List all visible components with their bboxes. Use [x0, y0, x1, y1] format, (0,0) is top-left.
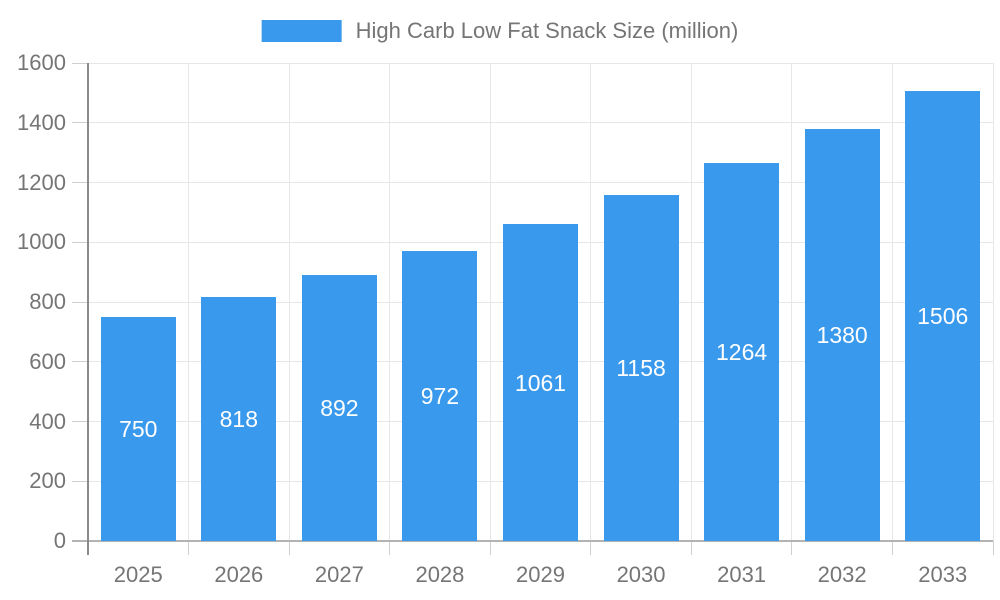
bar-value-label: 1506	[917, 303, 969, 330]
x-axis-label: 2026	[214, 562, 264, 587]
y-axis-label: 1400	[17, 109, 66, 135]
x-axis-label: 2031	[717, 562, 767, 587]
x-axis-label: 2032	[817, 562, 867, 587]
x-axis-tick	[690, 541, 692, 555]
y-axis-tick	[72, 301, 88, 303]
gridline-x	[590, 63, 592, 541]
legend-item[interactable]: High Carb Low Fat Snack Size (million)	[261, 18, 739, 43]
y-axis-tick	[72, 480, 88, 482]
y-axis-label: 400	[29, 408, 66, 434]
bar-value-label: 1380	[816, 321, 868, 348]
y-axis-label: 1600	[17, 50, 66, 75]
gridline-x	[188, 63, 190, 541]
y-axis-tick	[72, 62, 88, 64]
x-axis-label: 2030	[616, 562, 666, 587]
x-axis-label: 2028	[415, 562, 465, 587]
bar-value-label: 750	[119, 415, 158, 442]
gridline-y	[88, 122, 993, 124]
gridline-x	[389, 63, 391, 541]
gridline-x	[791, 63, 793, 541]
x-axis-tick	[489, 541, 491, 555]
bar-2033[interactable]: 1506	[905, 91, 981, 541]
x-axis-line	[72, 540, 993, 542]
y-axis-tick	[72, 182, 88, 183]
bar-2027[interactable]: 892	[301, 274, 377, 541]
gridline-x	[992, 63, 994, 541]
y-axis-tick	[72, 241, 88, 243]
x-axis-label: 2033	[918, 562, 968, 587]
x-axis-tick	[389, 541, 391, 555]
bar-value-label: 818	[219, 405, 259, 432]
y-axis-label: 600	[29, 348, 66, 374]
y-axis-tick	[72, 421, 88, 422]
gridline-x	[288, 63, 290, 541]
bar-2028[interactable]: 972	[402, 250, 478, 541]
x-axis-tick	[992, 541, 994, 555]
legend-label: High Carb Low Fat Snack Size (million)	[355, 18, 739, 43]
gridline-x	[489, 63, 491, 541]
x-axis-tick	[288, 541, 290, 555]
bar-value-label: 892	[320, 394, 359, 421]
gridline-x	[891, 63, 893, 541]
x-axis-label: 2029	[516, 562, 565, 587]
gridline-y	[88, 62, 993, 64]
x-axis-tick	[791, 541, 793, 555]
x-axis-tick	[891, 541, 893, 555]
y-axis-label: 800	[29, 289, 66, 314]
bar-2031[interactable]: 1264	[704, 163, 780, 541]
x-axis-label: 2027	[314, 562, 364, 587]
y-axis-tick	[72, 361, 88, 363]
gridline-x	[690, 63, 692, 541]
legend-swatch-icon	[261, 20, 342, 42]
bar-2030[interactable]: 1158	[603, 195, 679, 541]
x-axis-tick	[590, 541, 592, 555]
bar-value-label: 1061	[514, 369, 567, 396]
y-axis-label: 200	[29, 468, 66, 494]
bar-value-label: 1264	[716, 339, 768, 366]
bar-2025[interactable]: 750	[100, 316, 176, 541]
y-axis-line	[87, 63, 89, 555]
y-axis-label: 0	[53, 528, 66, 553]
bar-2029[interactable]: 1061	[503, 224, 578, 541]
gridline-y	[88, 182, 993, 183]
bar-value-label: 972	[420, 382, 460, 409]
y-axis-label: 1000	[17, 229, 66, 255]
bar-2032[interactable]: 1380	[804, 128, 880, 541]
y-axis-label: 1200	[17, 169, 66, 195]
y-axis-tick	[72, 122, 88, 124]
bar-2026[interactable]: 818	[201, 296, 277, 541]
x-axis-label: 2025	[113, 562, 163, 587]
x-axis-tick	[188, 541, 190, 555]
bar-value-label: 1158	[616, 355, 666, 382]
